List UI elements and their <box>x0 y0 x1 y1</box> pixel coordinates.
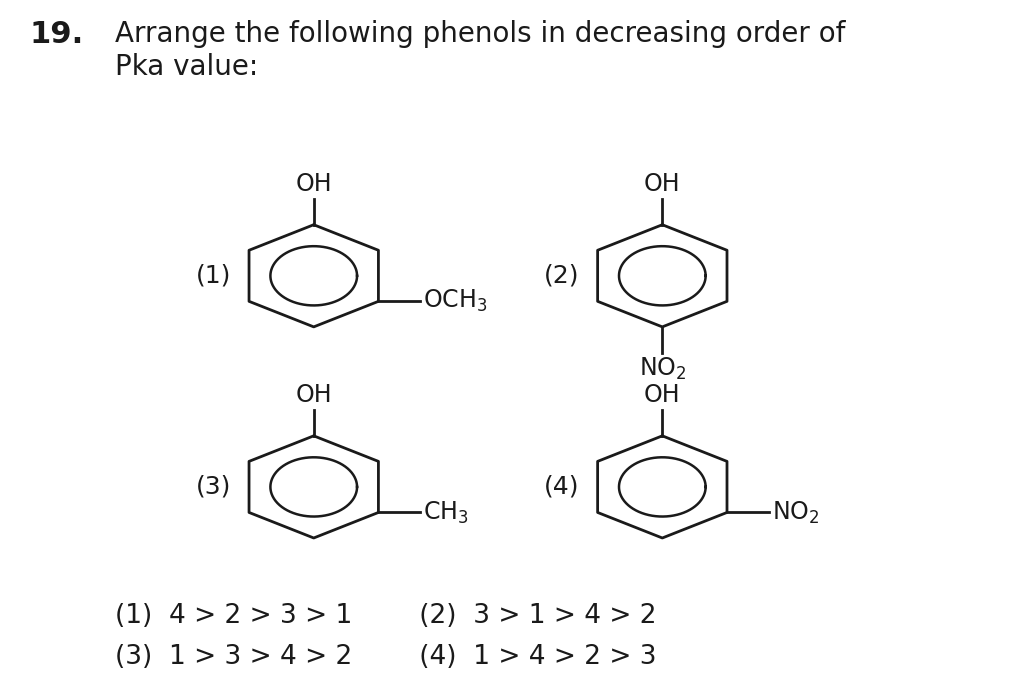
Text: CH$_3$: CH$_3$ <box>423 499 469 526</box>
Text: (3): (3) <box>196 475 231 499</box>
Text: (1): (1) <box>196 264 231 288</box>
Text: Arrange the following phenols in decreasing order of
Pka value:: Arrange the following phenols in decreas… <box>115 20 845 81</box>
Text: (4): (4) <box>544 475 580 499</box>
Text: (3)  1 > 3 > 4 > 2        (4)  1 > 4 > 2 > 3: (3) 1 > 3 > 4 > 2 (4) 1 > 4 > 2 > 3 <box>115 644 656 669</box>
Text: 19.: 19. <box>30 20 84 50</box>
Text: OH: OH <box>295 383 332 407</box>
Text: OCH$_3$: OCH$_3$ <box>423 288 487 315</box>
Text: (1)  4 > 2 > 3 > 1        (2)  3 > 1 > 4 > 2: (1) 4 > 2 > 3 > 1 (2) 3 > 1 > 4 > 2 <box>115 603 656 629</box>
Text: OH: OH <box>644 172 681 196</box>
Text: NO$_2$: NO$_2$ <box>639 355 686 381</box>
Text: NO$_2$: NO$_2$ <box>772 499 819 526</box>
Text: OH: OH <box>295 172 332 196</box>
Text: (2): (2) <box>544 264 580 288</box>
Text: OH: OH <box>644 383 681 407</box>
